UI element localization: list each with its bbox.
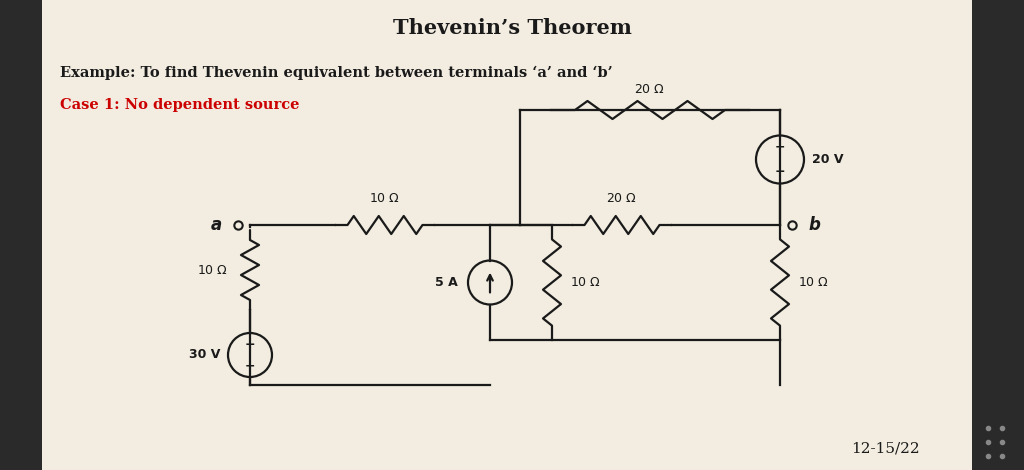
Text: 30 V: 30 V: [188, 348, 220, 361]
Text: Case 1: No dependent source: Case 1: No dependent source: [60, 98, 299, 112]
Text: 10 $\Omega$: 10 $\Omega$: [570, 276, 601, 289]
Text: 10 $\Omega$: 10 $\Omega$: [197, 264, 228, 276]
Bar: [0, 0, 42, 470]
Text: 20 $\Omega$: 20 $\Omega$: [606, 192, 638, 205]
Text: +: +: [245, 337, 255, 351]
Text: 10 $\Omega$: 10 $\Omega$: [370, 192, 400, 205]
Text: 20 V: 20 V: [812, 153, 844, 166]
Text: 10 $\Omega$: 10 $\Omega$: [798, 276, 829, 289]
Text: +: +: [775, 165, 785, 178]
Bar: [972, 0, 1024, 470]
Text: 20 $\Omega$: 20 $\Omega$: [635, 83, 666, 96]
Text: −: −: [775, 141, 785, 154]
Text: 5 A: 5 A: [435, 276, 458, 289]
Text: Example: To find Thevenin equivalent between terminals ‘a’ and ‘b’: Example: To find Thevenin equivalent bet…: [60, 66, 612, 80]
Text: −: −: [245, 360, 255, 373]
Text: a: a: [211, 216, 222, 234]
Text: Thevenin’s Theorem: Thevenin’s Theorem: [392, 18, 632, 38]
Text: b: b: [808, 216, 820, 234]
Text: 12-15/22: 12-15/22: [851, 441, 920, 455]
